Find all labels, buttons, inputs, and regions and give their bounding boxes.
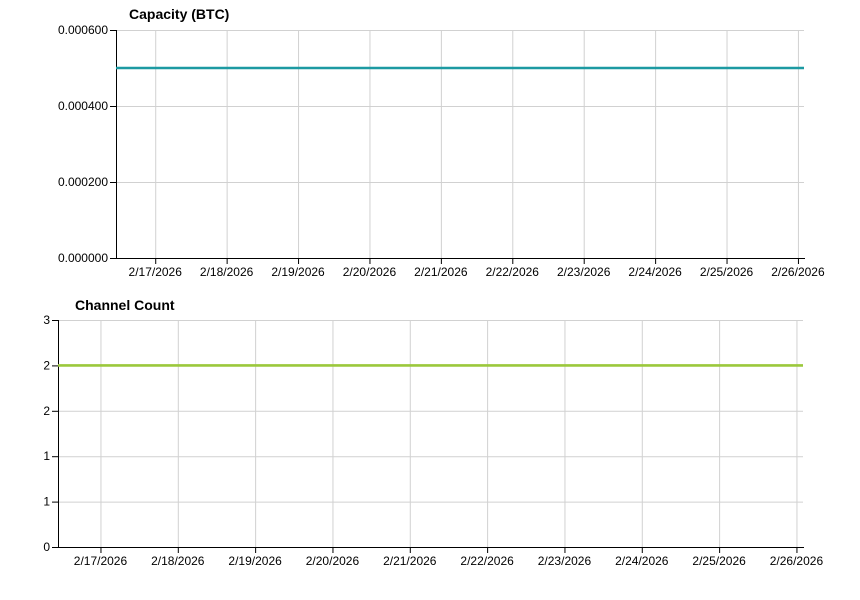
channel-count-plot-area: 3 2 2 1 1 0 2/17/2026 2/18/2026 2/19/2026 2/20/20… [43,313,824,568]
y-tick-label: 2 [43,358,50,372]
x-tick-label: 2/25/2026 [700,265,754,279]
capacity-chart-title: Capacity (BTC) [129,6,230,22]
y-tick-label: 0 [43,540,50,554]
x-tick-label: 2/19/2026 [228,554,282,568]
y-tick-label: 3 [43,313,50,327]
x-tick-label: 2/20/2026 [343,265,397,279]
y-tick-label: 0.000200 [58,175,108,189]
x-tick-label: 2/18/2026 [200,265,254,279]
x-tick-label: 2/22/2026 [460,554,514,568]
x-tick-label: 2/21/2026 [383,554,437,568]
x-tick-label: 2/25/2026 [692,554,746,568]
x-tick-label: 2/19/2026 [271,265,325,279]
y-tick-label: 0.000400 [58,99,108,113]
x-tick-label: 2/26/2026 [770,554,824,568]
x-tick-label: 2/23/2026 [557,265,611,279]
y-tick-label: 0.000000 [58,251,108,265]
y-tick-label: 2 [43,404,50,418]
capacity-plot-area: 0.000600 0.000400 0.000200 0.000000 2/17/202… [58,23,825,279]
x-tick-label: 2/22/2026 [486,265,540,279]
y-tick-label: 1 [43,449,50,463]
x-tick-label: 2/26/2026 [771,265,825,279]
x-tick-label: 2/20/2026 [306,554,360,568]
channel-count-chart-title: Channel Count [75,297,175,313]
channel-count-chart: Channel Count 3 2 2 1 1 0 2/17/2026 2/18/2026 2/… [0,292,860,600]
x-tick-label: 2/24/2026 [628,265,682,279]
y-tick-label: 0.000600 [58,23,108,37]
y-tick-label: 1 [43,495,50,509]
x-tick-label: 2/18/2026 [151,554,205,568]
x-tick-label: 2/23/2026 [538,554,592,568]
x-tick-label: 2/21/2026 [414,265,468,279]
x-tick-label: 2/17/2026 [74,554,128,568]
x-tick-label: 2/17/2026 [129,265,183,279]
capacity-chart: Capacity (BTC) 0.000600 0.000400 0.000200 0… [0,0,860,292]
x-tick-label: 2/24/2026 [615,554,669,568]
